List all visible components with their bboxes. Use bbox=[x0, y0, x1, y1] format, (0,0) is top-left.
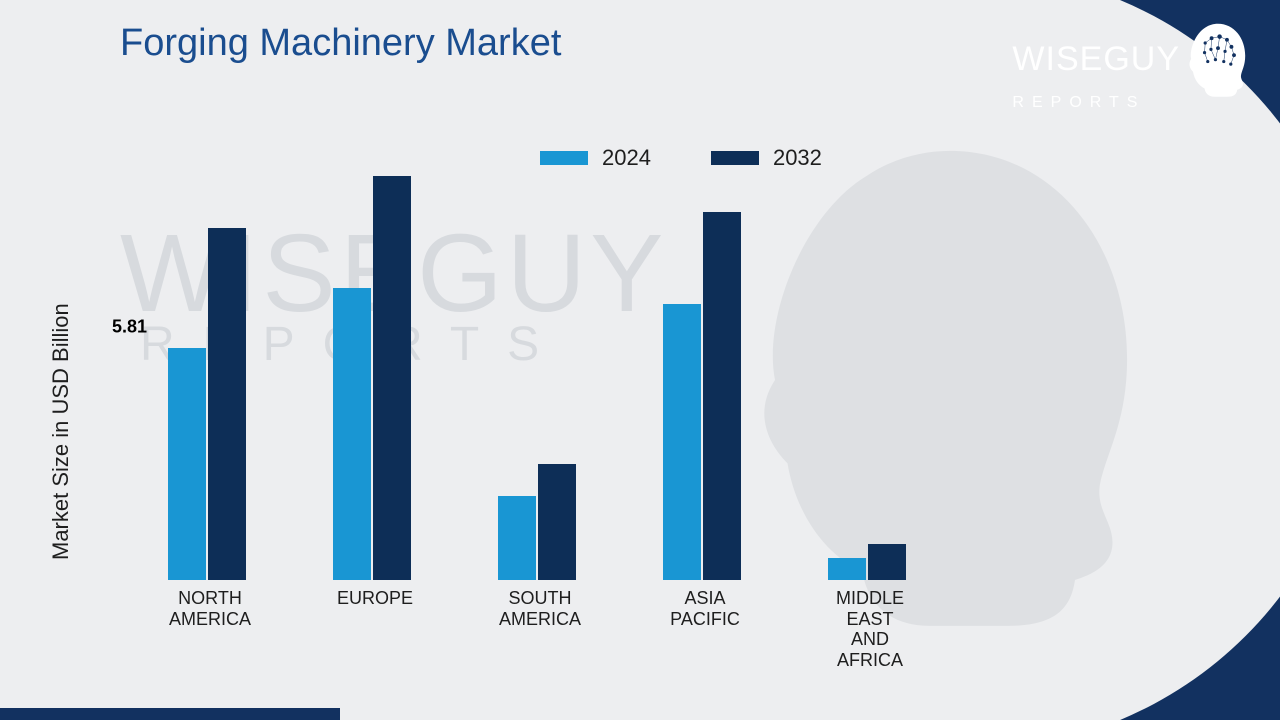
x-axis-label: NORTHAMERICA bbox=[130, 588, 290, 629]
bar bbox=[538, 464, 576, 580]
bar bbox=[168, 348, 206, 580]
bar bbox=[703, 212, 741, 580]
bar bbox=[498, 496, 536, 580]
logo-head-icon bbox=[1186, 20, 1250, 98]
bar bbox=[373, 176, 411, 580]
brand-logo: WISEGUY bbox=[1012, 20, 1250, 112]
bar bbox=[828, 558, 866, 580]
accent-strip bbox=[0, 708, 340, 720]
x-axis-label: MIDDLEEASTANDAFRICA bbox=[790, 588, 950, 671]
bar bbox=[868, 544, 906, 580]
x-axis-label: EUROPE bbox=[295, 588, 455, 609]
plot-area: NORTHAMERICA5.81EUROPESOUTHAMERICAASIAPA… bbox=[150, 160, 940, 580]
y-axis-label: Market Size in USD Billion bbox=[48, 303, 74, 560]
logo-line1: WISEGUY bbox=[1012, 40, 1180, 79]
infographic-stage: WISEGUY REPORTS Forging Machinery Market… bbox=[0, 0, 1280, 720]
value-callout: 5.81 bbox=[112, 316, 147, 337]
bar bbox=[663, 304, 701, 580]
chart-title: Forging Machinery Market bbox=[120, 22, 561, 65]
bar-chart: NORTHAMERICA5.81EUROPESOUTHAMERICAASIAPA… bbox=[110, 160, 940, 580]
bar bbox=[333, 288, 371, 580]
x-axis-label: ASIAPACIFIC bbox=[625, 588, 785, 629]
bar bbox=[208, 228, 246, 580]
x-axis-label: SOUTHAMERICA bbox=[460, 588, 620, 629]
